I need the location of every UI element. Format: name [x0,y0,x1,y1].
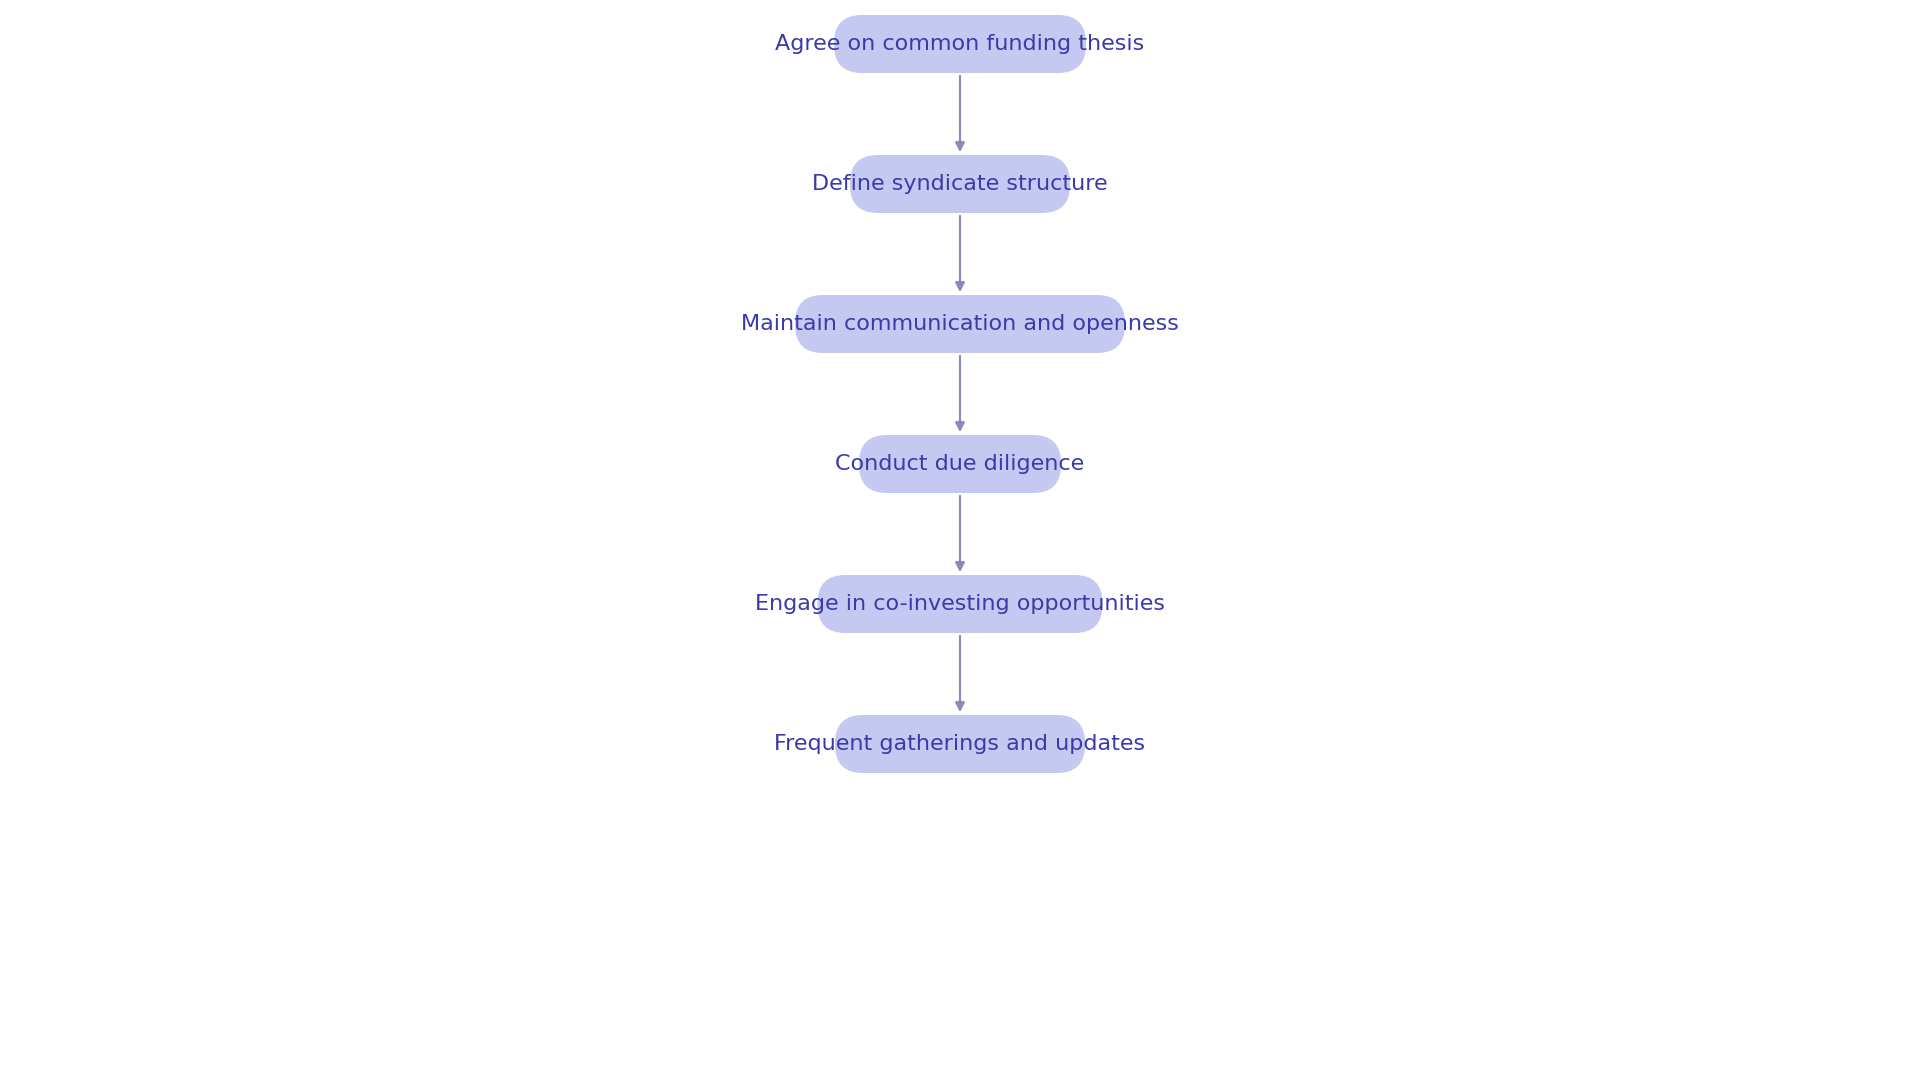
FancyBboxPatch shape [851,155,1069,213]
Text: Define syndicate structure: Define syndicate structure [812,174,1108,194]
Text: Engage in co-investing opportunities: Engage in co-investing opportunities [755,593,1165,614]
FancyBboxPatch shape [835,715,1085,773]
Text: Agree on common funding thesis: Agree on common funding thesis [776,34,1144,54]
Text: Conduct due diligence: Conduct due diligence [835,454,1085,474]
FancyBboxPatch shape [795,295,1125,353]
Text: Frequent gatherings and updates: Frequent gatherings and updates [774,734,1146,754]
Text: Maintain communication and openness: Maintain communication and openness [741,314,1179,334]
FancyBboxPatch shape [818,575,1102,632]
FancyBboxPatch shape [833,15,1087,73]
FancyBboxPatch shape [858,435,1062,493]
